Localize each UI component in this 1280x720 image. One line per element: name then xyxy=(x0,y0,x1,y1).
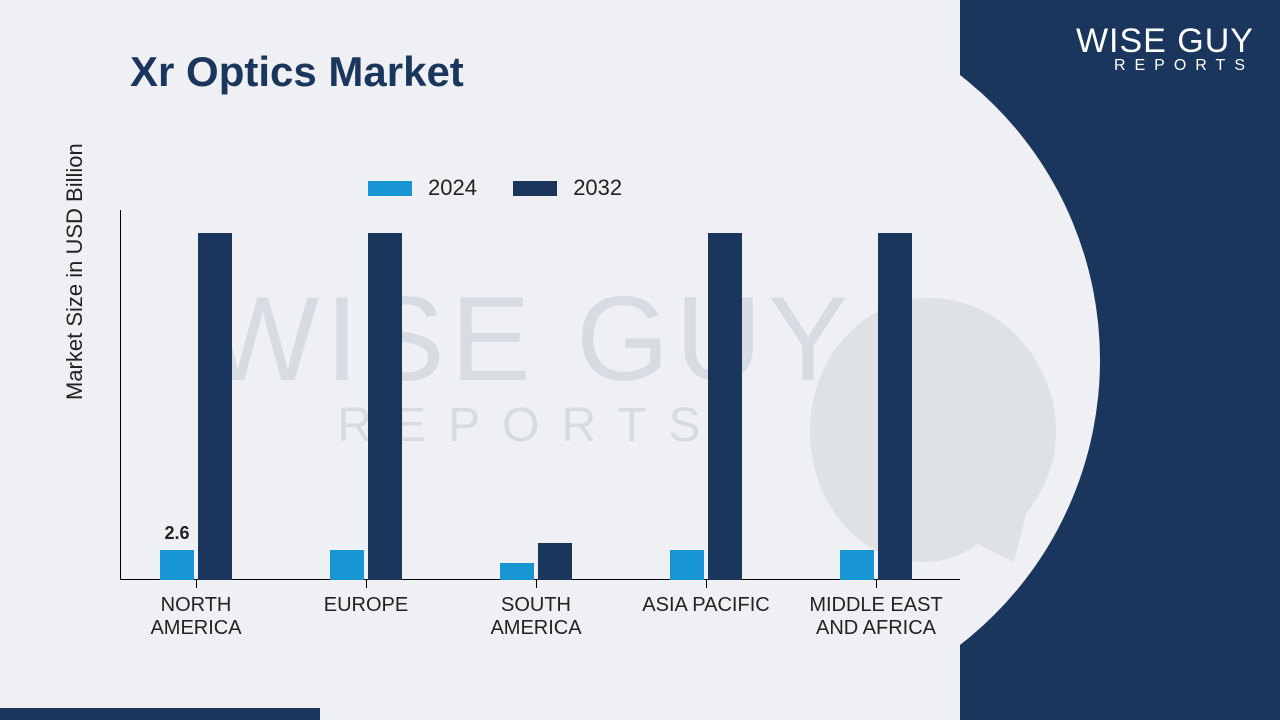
y-axis xyxy=(120,210,121,580)
brand-line1: WISE GUY xyxy=(1076,22,1254,61)
bar-2024 xyxy=(840,550,874,580)
bar-value-label: 2.6 xyxy=(164,523,189,544)
bar-2032 xyxy=(198,233,232,580)
chart-title: Xr Optics Market xyxy=(130,48,464,96)
x-tick xyxy=(536,580,537,588)
chart-canvas: WISE GUY REPORTS WISE GUY REPORTS Xr Opt… xyxy=(0,0,1280,720)
legend-label-2024: 2024 xyxy=(428,175,477,201)
category-label: EUROPE xyxy=(296,594,436,617)
bar-2024 xyxy=(500,563,534,580)
bar-2024 xyxy=(670,550,704,580)
y-axis-label: Market Size in USD Billion xyxy=(62,143,88,400)
legend-label-2032: 2032 xyxy=(573,175,622,201)
footer-strip xyxy=(0,708,320,720)
category-label: SOUTH AMERICA xyxy=(466,594,606,640)
bar-2024 xyxy=(330,550,364,580)
category-label: ASIA PACIFIC xyxy=(636,594,776,617)
legend: 2024 2032 xyxy=(0,174,960,201)
x-tick xyxy=(706,580,707,588)
bar-2032 xyxy=(878,233,912,580)
legend-swatch-2032 xyxy=(513,181,557,196)
plot-area: 2.6NORTH AMERICAEUROPESOUTH AMERICAASIA … xyxy=(120,210,960,580)
legend-swatch-2024 xyxy=(368,181,412,196)
x-tick xyxy=(366,580,367,588)
bar-2032 xyxy=(368,233,402,580)
bar-2032 xyxy=(708,233,742,580)
brand-logo: WISE GUY REPORTS xyxy=(1076,22,1254,75)
category-label: MIDDLE EAST AND AFRICA xyxy=(806,594,946,640)
x-tick xyxy=(196,580,197,588)
category-label: NORTH AMERICA xyxy=(126,594,266,640)
bar-2032 xyxy=(538,543,572,580)
x-tick xyxy=(876,580,877,588)
bar-2024 xyxy=(160,550,194,580)
